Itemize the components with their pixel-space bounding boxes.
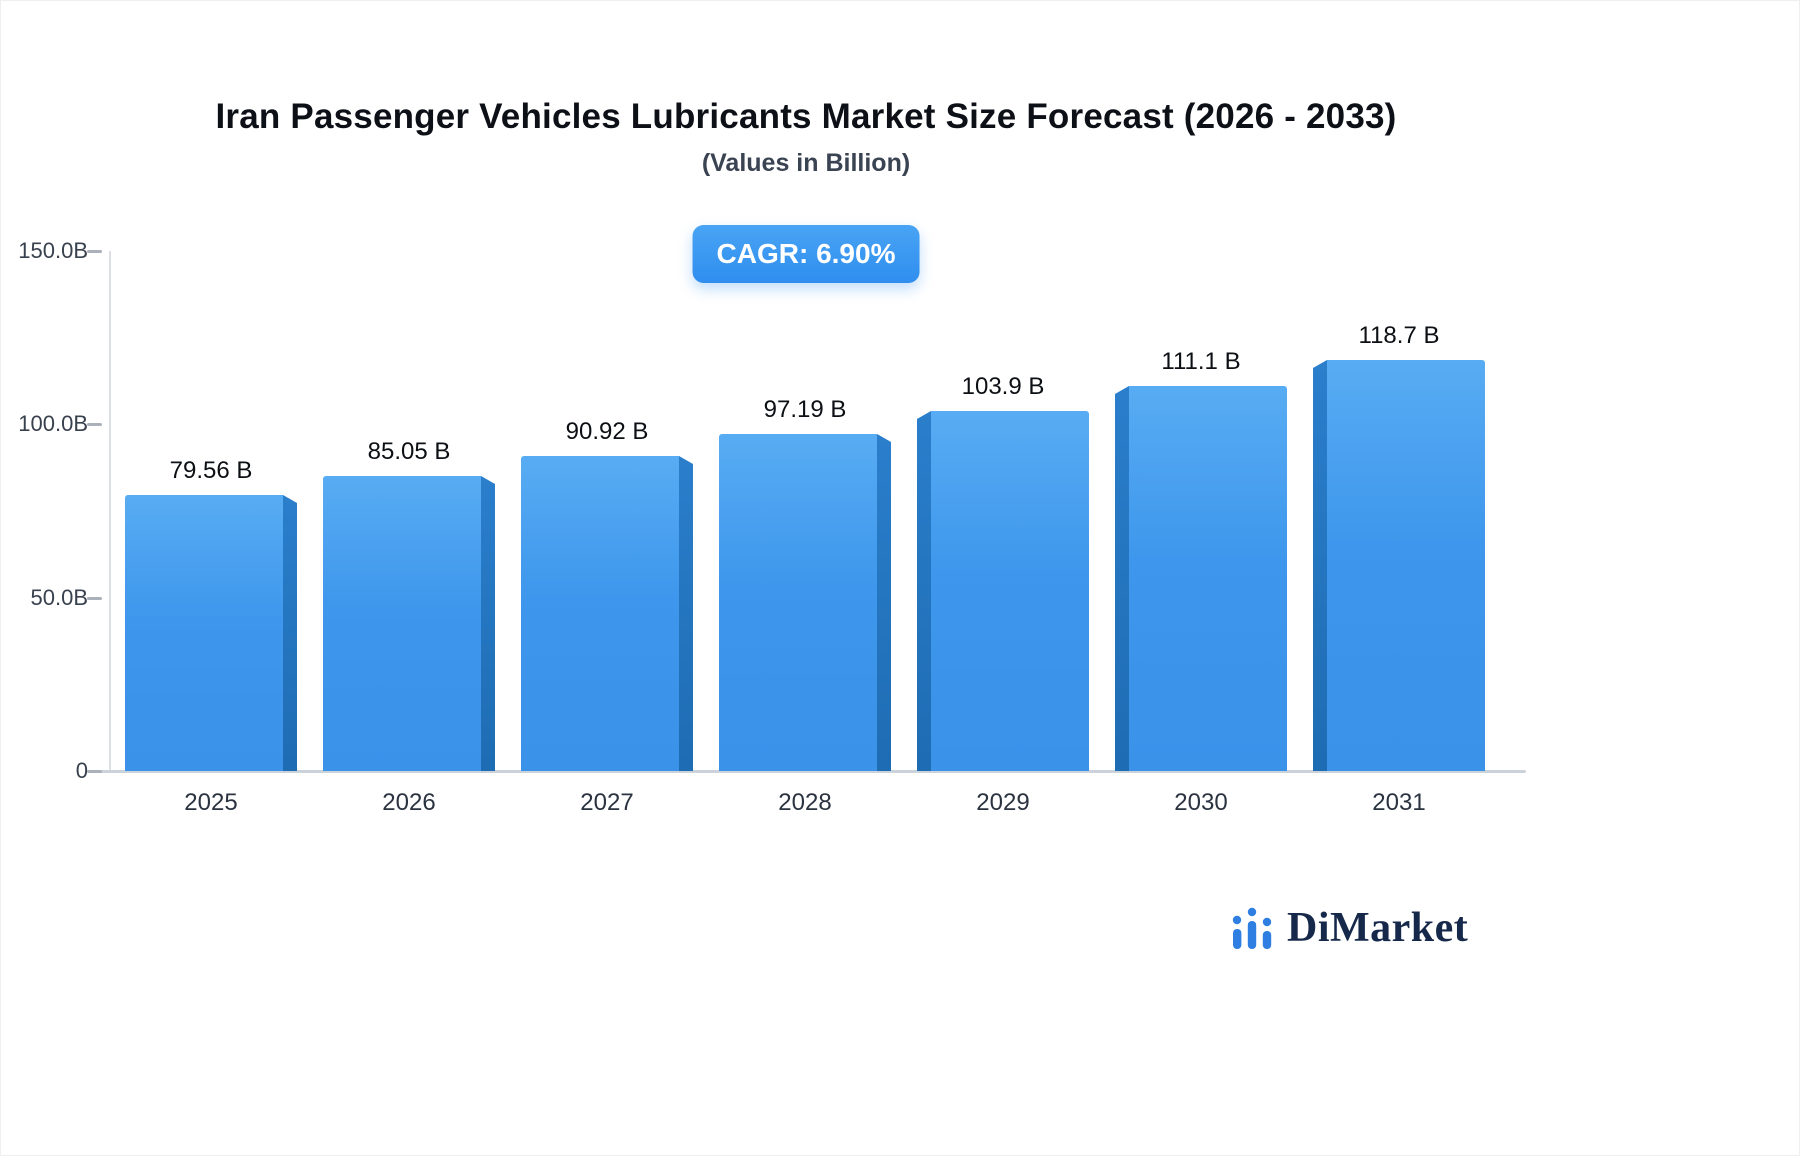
x-category-label: 2027 bbox=[580, 789, 634, 816]
y-tick-label: 0 bbox=[75, 758, 88, 783]
dimarket-logo-text: DiMarket bbox=[1287, 905, 1469, 951]
x-axis-line bbox=[96, 770, 1526, 773]
x-category-label: 2028 bbox=[778, 789, 832, 816]
bar-2026: 85.05 B bbox=[323, 438, 495, 771]
x-category-label: 2029 bbox=[976, 789, 1030, 816]
bar-value-label: 111.1 B bbox=[1161, 348, 1241, 375]
cagr-badge: CAGR: 6.90% bbox=[692, 225, 920, 283]
bar-value-label: 79.56 B bbox=[169, 457, 253, 484]
bar-side-shade bbox=[1115, 386, 1129, 771]
chart-title: Iran Passenger Vehicles Lubricants Marke… bbox=[215, 97, 1397, 136]
y-tick-label: 50.0B bbox=[30, 584, 89, 610]
bar-value-label: 103.9 B bbox=[961, 373, 1045, 400]
y-tick-mark bbox=[87, 596, 102, 600]
cagr-badge-label: CAGR: 6.90% bbox=[716, 238, 896, 269]
bar-face bbox=[931, 411, 1089, 771]
bar-value-label: 118.7 B bbox=[1358, 322, 1440, 349]
bar-value-label: 97.19 B bbox=[763, 396, 847, 423]
y-tick-label: 100.0B bbox=[18, 411, 88, 437]
bar-2029: 103.9 B bbox=[917, 373, 1089, 771]
bar-2027: 90.92 B bbox=[521, 418, 693, 771]
y-tick-mark bbox=[87, 250, 102, 253]
bar-side-shade bbox=[283, 495, 297, 771]
bar-2025: 79.56 B bbox=[125, 457, 297, 771]
bar-value-label: 90.92 B bbox=[565, 418, 649, 445]
y-tick-mark bbox=[87, 423, 102, 427]
y-axis-line bbox=[109, 251, 111, 772]
bar-2031: 118.7 B bbox=[1313, 322, 1485, 771]
bar-2030: 111.1 B bbox=[1115, 348, 1287, 771]
bar-face bbox=[719, 434, 877, 771]
bar-face bbox=[125, 495, 283, 771]
y-tick-mark bbox=[87, 770, 102, 773]
x-category-label: 2026 bbox=[382, 789, 436, 816]
bar-2028: 97.19 B bbox=[719, 396, 891, 771]
bar-side-shade bbox=[1313, 360, 1327, 771]
bar-side-shade bbox=[679, 456, 693, 771]
bar-value-label: 85.05 B bbox=[367, 438, 451, 465]
bar-side-shade bbox=[481, 476, 495, 771]
dimarket-logo-icon bbox=[1232, 907, 1272, 949]
x-category-label: 2025 bbox=[184, 789, 238, 816]
x-category-label: 2030 bbox=[1174, 789, 1228, 816]
plot-area: 150.0B 100.0B 50.0B 0 79.56 B 2025 85.05 B 2026… bbox=[18, 240, 1531, 816]
y-tick-label: 150.0B bbox=[18, 238, 88, 263]
chart-subtitle: (Values in Billion) bbox=[701, 149, 911, 177]
bar-face bbox=[521, 456, 679, 771]
bar-side-shade bbox=[917, 411, 931, 771]
dimarket-logo: DiMarket bbox=[1229, 904, 1468, 952]
bar-face bbox=[1129, 386, 1287, 771]
bar-face bbox=[1327, 360, 1485, 771]
bar-face bbox=[323, 476, 481, 771]
bar-side-shade bbox=[877, 434, 891, 771]
x-category-label: 2031 bbox=[1372, 789, 1426, 816]
